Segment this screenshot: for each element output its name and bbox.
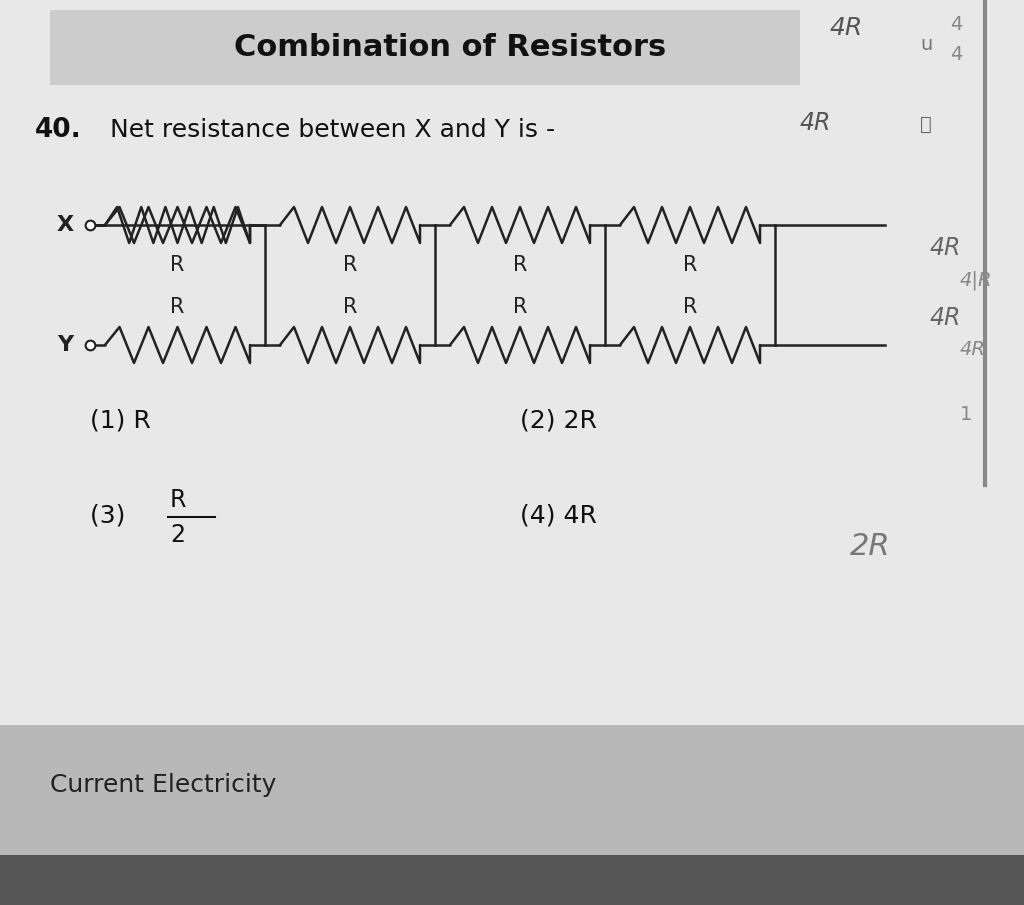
Text: X: X — [56, 215, 74, 235]
Text: 4R: 4R — [961, 340, 986, 359]
Text: R: R — [343, 255, 357, 275]
Text: (2) 2R: (2) 2R — [520, 408, 597, 432]
Text: 2: 2 — [170, 523, 185, 547]
Text: R: R — [343, 297, 357, 317]
Text: R: R — [683, 297, 697, 317]
Text: (1) R: (1) R — [90, 408, 151, 432]
Text: R: R — [513, 297, 527, 317]
FancyBboxPatch shape — [0, 725, 1024, 905]
Text: 4: 4 — [950, 45, 963, 64]
Text: Net resistance between X and Y is -: Net resistance between X and Y is - — [110, 118, 555, 142]
Text: R: R — [170, 488, 186, 512]
FancyBboxPatch shape — [0, 855, 1024, 905]
Text: (3): (3) — [90, 503, 133, 527]
Text: Y: Y — [57, 335, 73, 355]
Text: क: क — [920, 115, 932, 134]
Text: u: u — [920, 35, 932, 54]
Text: 4: 4 — [950, 15, 963, 34]
Text: 4|R: 4|R — [961, 270, 992, 290]
Text: Combination of Resistors: Combination of Resistors — [233, 33, 667, 62]
Text: Current Electricity: Current Electricity — [50, 773, 276, 797]
Text: R: R — [170, 255, 184, 275]
FancyBboxPatch shape — [0, 0, 1024, 725]
Text: R: R — [513, 255, 527, 275]
Text: 4R: 4R — [800, 111, 831, 135]
Text: 4R: 4R — [830, 16, 863, 40]
FancyBboxPatch shape — [50, 10, 800, 85]
Text: R: R — [170, 297, 184, 317]
Text: 4R: 4R — [930, 306, 962, 330]
Text: 1: 1 — [961, 405, 973, 424]
Text: 2R: 2R — [850, 532, 891, 561]
Text: 4R: 4R — [930, 236, 962, 260]
Text: 40.: 40. — [35, 117, 82, 143]
Text: R: R — [683, 255, 697, 275]
Text: (4) 4R: (4) 4R — [520, 503, 597, 527]
